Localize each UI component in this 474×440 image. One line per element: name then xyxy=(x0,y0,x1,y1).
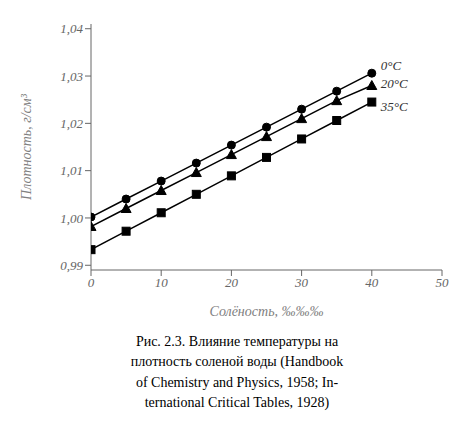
svg-text:40: 40 xyxy=(365,275,379,290)
svg-text:0,99: 0,99 xyxy=(60,258,83,273)
svg-text:Плотность, г/см³: Плотность, г/см³ xyxy=(19,93,34,201)
svg-text:1,02: 1,02 xyxy=(60,116,83,131)
svg-text:0: 0 xyxy=(88,275,95,290)
svg-text:10: 10 xyxy=(155,275,169,290)
svg-text:1,04: 1,04 xyxy=(60,21,83,36)
svg-text:30: 30 xyxy=(294,275,309,290)
svg-text:1,00: 1,00 xyxy=(60,211,83,226)
svg-text:1,03: 1,03 xyxy=(60,69,83,84)
svg-text:1,01: 1,01 xyxy=(60,163,83,178)
svg-text:0°C: 0°C xyxy=(381,58,402,73)
svg-text:50: 50 xyxy=(436,275,450,290)
svg-text:20°C: 20°C xyxy=(381,76,408,91)
svg-text:35°C: 35°C xyxy=(380,99,408,114)
svg-text:20: 20 xyxy=(225,275,239,290)
html-text:Рис. 2.3. Влияние температуры: Рис. 2.3. Влияние температуры на плотнос… xyxy=(130,334,344,410)
svg-text:Солёность, ‰‰‰: Солёность, ‰‰‰ xyxy=(209,304,323,319)
